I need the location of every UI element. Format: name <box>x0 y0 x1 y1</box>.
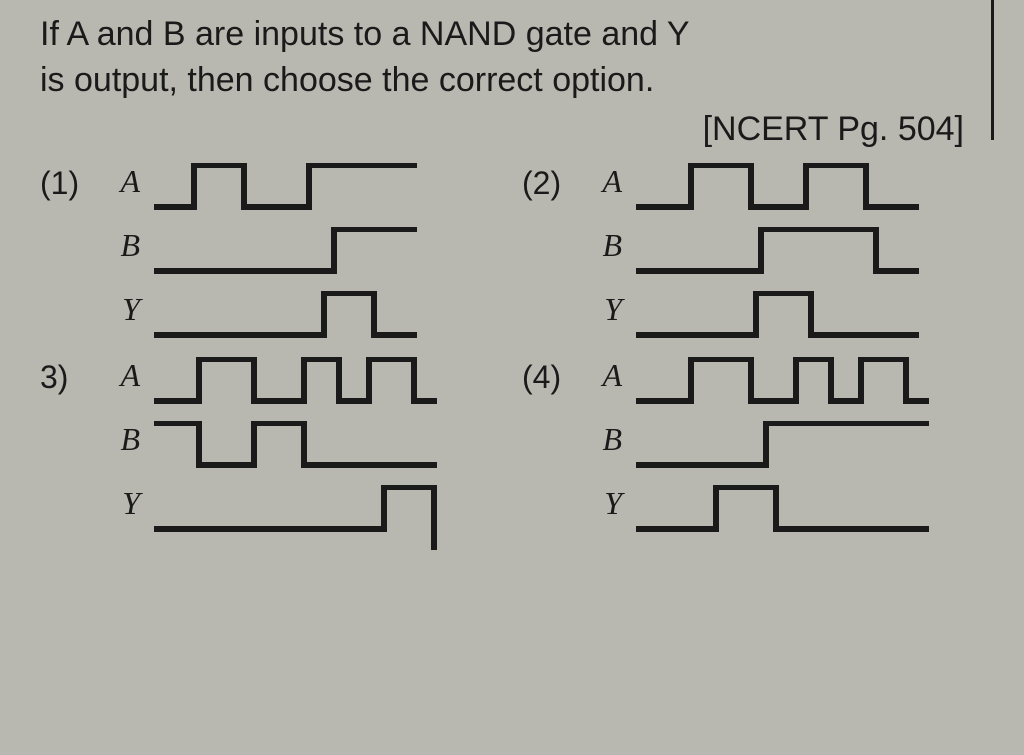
signal-stack: ABY <box>594 357 936 533</box>
signal-label: B <box>112 421 140 458</box>
signal-row-B: B <box>112 227 454 275</box>
waveform-A <box>636 357 936 405</box>
signal-label: A <box>112 163 140 200</box>
waveform-B <box>636 227 936 275</box>
option-4[interactable]: (4) ABY <box>522 357 974 555</box>
signal-row-B: B <box>594 227 936 275</box>
signal-label: Y <box>594 291 622 328</box>
waveform-Y <box>636 485 936 533</box>
page-edge-rule <box>991 0 994 140</box>
option-number: (4) <box>522 357 578 396</box>
waveform-Y <box>636 291 936 339</box>
signal-label: Y <box>112 291 140 328</box>
option-1[interactable]: (1) ABY <box>40 163 492 339</box>
signal-row-Y: Y <box>112 485 454 555</box>
waveform-B <box>636 421 936 469</box>
options-grid: (1)ABY(2)ABY3)ABY(4)ABY <box>40 163 974 555</box>
waveform-B <box>154 227 454 275</box>
signal-stack: ABY <box>112 163 454 339</box>
signal-row-Y: Y <box>594 485 936 533</box>
prompt-line-1: If A and B are inputs to a NAND gate and… <box>40 15 690 53</box>
signal-row-Y: Y <box>112 291 454 339</box>
waveform-A <box>154 163 454 211</box>
waveform-Y <box>154 485 454 555</box>
prompt-line-2: is output, then choose the correct optio… <box>40 61 654 99</box>
waveform-A <box>154 357 454 405</box>
waveform-B <box>154 421 454 469</box>
signal-stack: ABY <box>112 357 454 555</box>
signal-row-A: A <box>112 163 454 211</box>
option-number: 3) <box>40 357 96 396</box>
signal-label: A <box>112 357 140 394</box>
signal-label: A <box>594 357 622 394</box>
question-prompt: If A and B are inputs to a NAND gate and… <box>40 12 974 104</box>
signal-row-A: A <box>594 357 936 405</box>
question-block: If A and B are inputs to a NAND gate and… <box>0 0 1024 575</box>
signal-row-Y: Y <box>594 291 936 339</box>
signal-row-B: B <box>112 421 454 469</box>
option-number: (2) <box>522 163 578 202</box>
signal-label: A <box>594 163 622 200</box>
option-3[interactable]: 3) ABY <box>40 357 492 555</box>
signal-label: B <box>112 227 140 264</box>
ncert-reference: [NCERT Pg. 504] <box>40 110 964 149</box>
signal-stack: ABY <box>594 163 936 339</box>
option-number: (1) <box>40 163 96 202</box>
waveform-Y <box>154 291 454 339</box>
signal-label: B <box>594 421 622 458</box>
signal-row-A: A <box>112 357 454 405</box>
signal-label: Y <box>112 485 140 522</box>
option-2[interactable]: (2) ABY <box>522 163 974 339</box>
waveform-A <box>636 163 936 211</box>
signal-label: B <box>594 227 622 264</box>
signal-label: Y <box>594 485 622 522</box>
signal-row-A: A <box>594 163 936 211</box>
signal-row-B: B <box>594 421 936 469</box>
